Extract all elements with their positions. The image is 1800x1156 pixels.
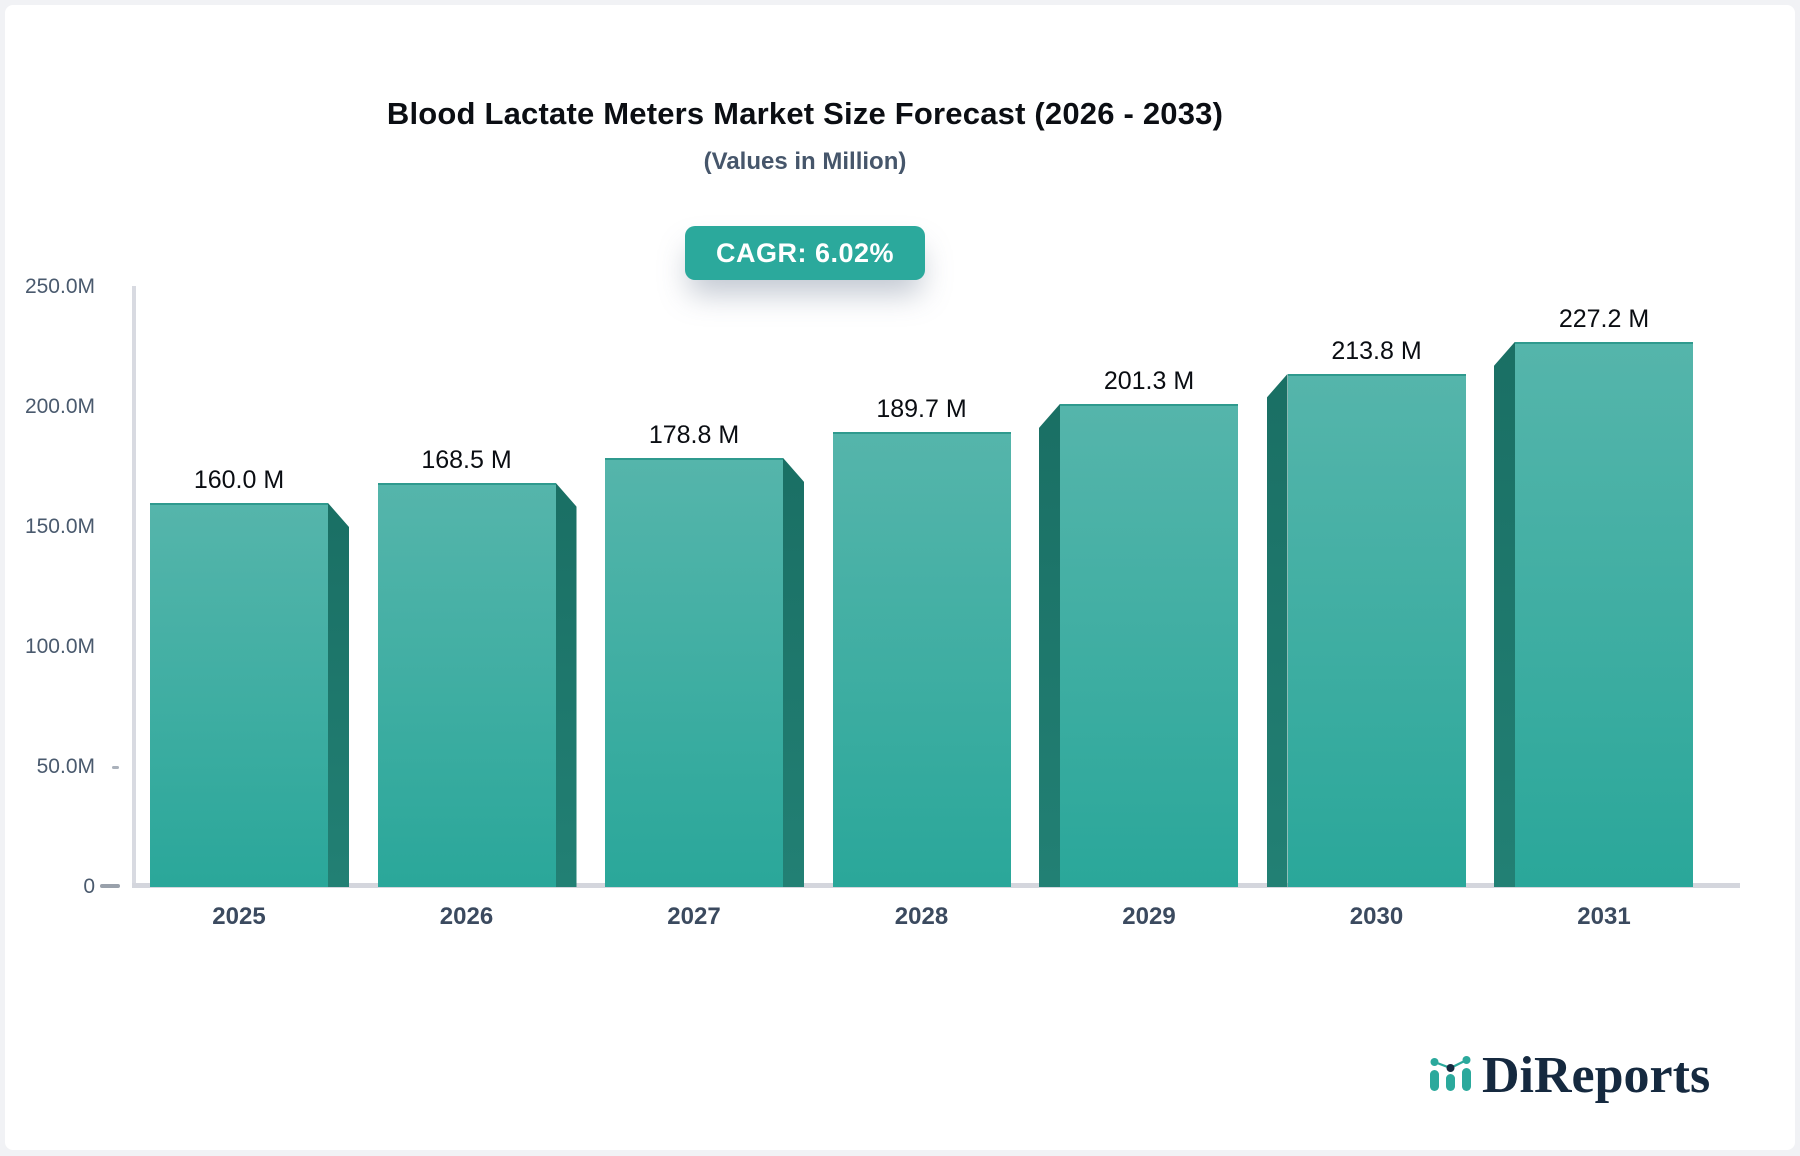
bar-2027 [605, 457, 783, 887]
brand-name: DiReports [1482, 1047, 1711, 1104]
y-tick-mark-0 [100, 884, 120, 888]
value-label: 168.5 M [421, 445, 512, 474]
x-axis-label: 2028 [894, 903, 949, 930]
bar-2029-side [1039, 403, 1060, 887]
value-label: 178.8 M [648, 420, 740, 449]
value-label: 201.3 M [1103, 366, 1195, 395]
y-tick-mark-50 [112, 766, 119, 769]
x-axis-label: 2031 [1577, 903, 1631, 930]
value-label: 227.2 M [1558, 304, 1650, 333]
y-axis-label: 100.0M [24, 635, 95, 658]
y-axis-label: 250.0M [24, 275, 95, 298]
bar-2025-side [328, 503, 349, 887]
mini-bar-chart-icon [1430, 1056, 1471, 1091]
bar-2028 [832, 431, 1011, 887]
chart-subtitle: (Values in Million) [703, 148, 907, 175]
x-axis-label: 2027 [667, 903, 721, 930]
y-axis-label: 0 [83, 875, 95, 898]
brand-logo: DiReports [1428, 1038, 1710, 1114]
cagr-badge: CAGR: 6.02% [685, 226, 925, 280]
value-label: 189.7 M [876, 394, 967, 423]
y-axis-label: 200.0M [24, 395, 95, 418]
bar-2026-side [555, 482, 577, 887]
bar-2031 [1515, 341, 1693, 887]
x-axis-label: 2026 [439, 903, 494, 930]
x-axis-label: 2029 [1122, 903, 1176, 930]
value-label: 160.0 M [193, 466, 285, 494]
bar-2025 [150, 503, 328, 887]
x-axis-label: 2025 [212, 903, 266, 930]
x-axis-label: 2030 [1349, 903, 1404, 930]
bar-2030-side [1266, 373, 1288, 887]
bar-2029 [1060, 403, 1238, 887]
value-label: 213.8 M [1331, 336, 1422, 365]
bar-2030 [1287, 373, 1466, 887]
bar-2031-side [1494, 341, 1515, 887]
bar-2026 [377, 482, 556, 887]
bar-2027-side [783, 457, 804, 887]
page-title: Blood Lactate Meters Market Size Forecas… [386, 96, 1224, 131]
y-axis-label: 150.0M [24, 515, 95, 538]
y-axis-label: 50.0M [36, 755, 95, 778]
y-axis-line [132, 286, 136, 887]
